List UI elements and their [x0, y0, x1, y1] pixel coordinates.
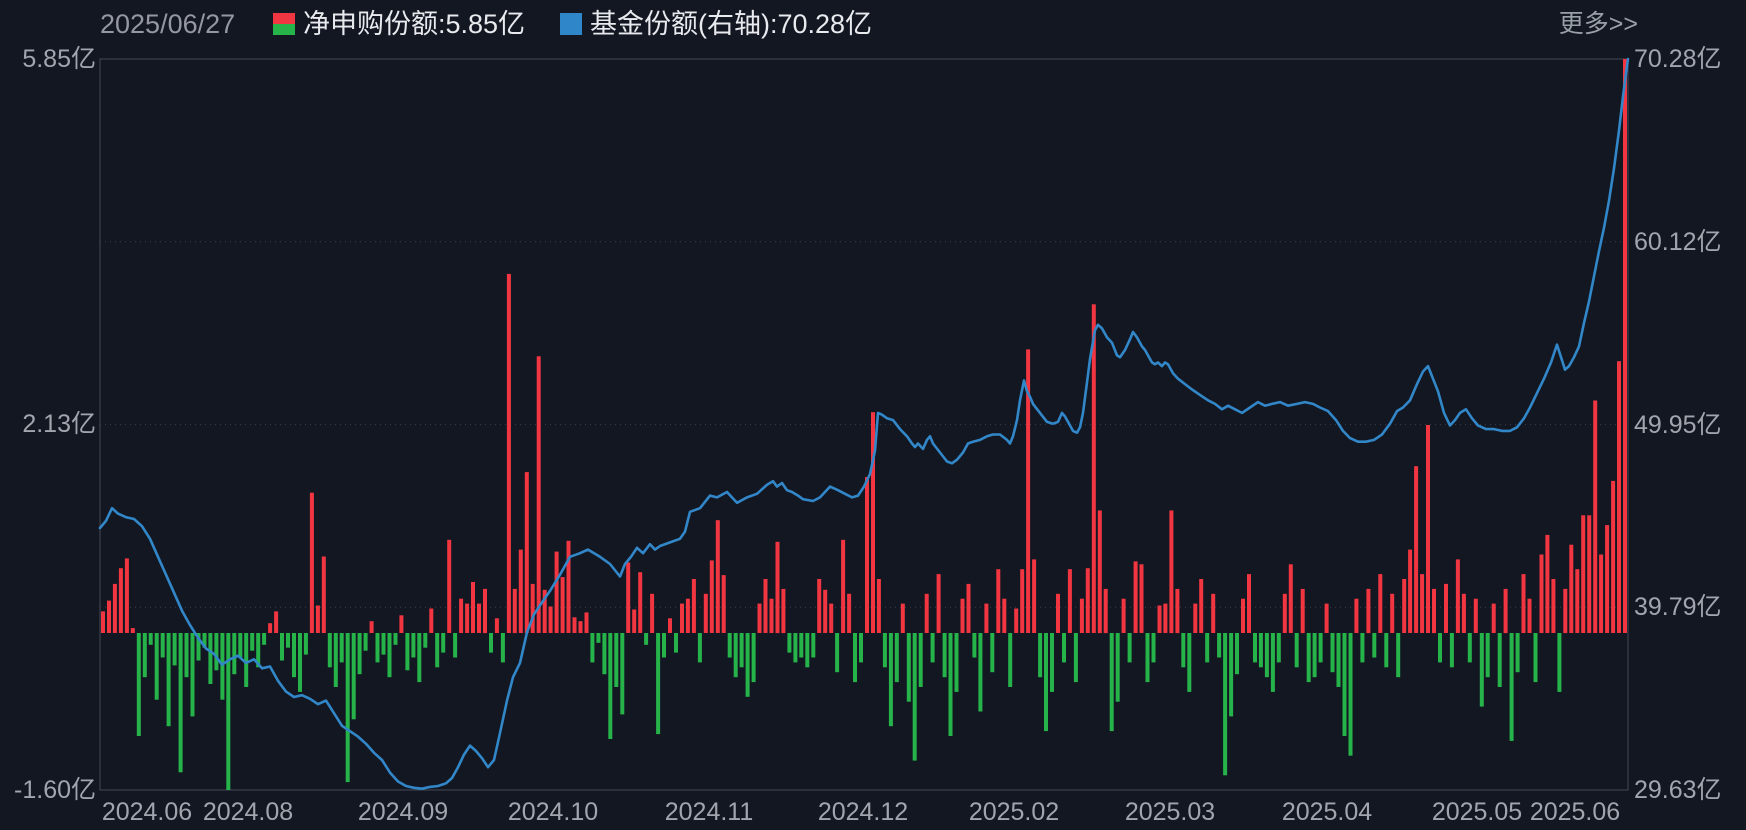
x-axis-tick: 2024.12 [817, 798, 909, 826]
left-axis-tick: 2.13亿 [22, 410, 96, 438]
x-axis-tick: 2025.05 [1431, 798, 1523, 826]
legend-item-net-subscription[interactable]: 净申购份额:5.85亿 [273, 8, 525, 40]
x-axis-tick: 2024.11 [664, 798, 754, 826]
left-axis-tick: 5.85亿 [22, 45, 96, 73]
x-axis-tick: 2025.03 [1124, 798, 1216, 826]
more-link[interactable]: 更多>> [1558, 10, 1638, 38]
plot-border [99, 58, 1629, 791]
right-axis-tick: 70.28亿 [1634, 45, 1722, 73]
net-subscription-bars [101, 59, 1627, 790]
x-axis-tick: 2025.04 [1281, 798, 1373, 826]
legend-fund-shares-label: 基金份额(右轴):70.28亿 [590, 9, 873, 39]
legend-net-subscription-label: 净申购份额:5.85亿 [303, 9, 526, 39]
line-series-swatch-icon [560, 13, 582, 35]
left-axis-tick: -1.60亿 [14, 776, 96, 804]
x-axis-tick: 2024.08 [202, 798, 294, 826]
x-axis-tick: 2025.02 [968, 798, 1060, 826]
legend-item-fund-shares[interactable]: 基金份额(右轴):70.28亿 [560, 8, 872, 40]
x-axis-tick: 2024.06 [101, 798, 193, 826]
chart-date: 2025/06/27 [100, 9, 236, 39]
right-axis-tick: 39.79亿 [1634, 593, 1722, 622]
right-axis-tick: 60.12亿 [1634, 227, 1722, 256]
fund-shares-line [98, 57, 1630, 791]
right-axis-tick: 29.63亿 [1634, 776, 1722, 804]
right-axis-tick: 49.95亿 [1634, 410, 1722, 439]
x-axis-tick: 2024.09 [357, 798, 449, 826]
x-axis-tick: 2024.10 [507, 798, 599, 826]
x-axis-tick: 2025.06 [1529, 798, 1621, 826]
bar-series-swatch-icon [273, 13, 295, 35]
